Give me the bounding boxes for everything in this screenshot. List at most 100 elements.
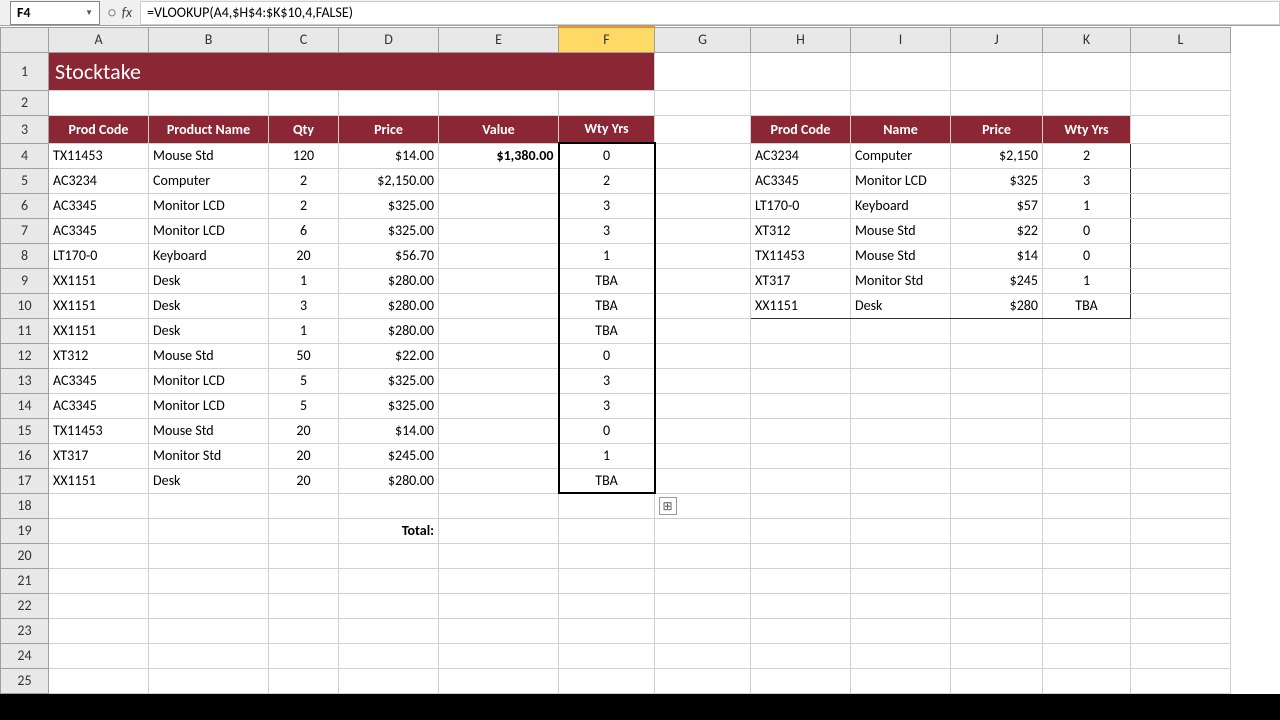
cell-E9[interactable]: [439, 268, 559, 293]
cell-F18[interactable]: [559, 493, 655, 518]
cell-H11[interactable]: [751, 318, 851, 343]
cell-E25[interactable]: [439, 668, 559, 693]
row-header-6[interactable]: 6: [1, 193, 49, 218]
cell-A21[interactable]: [49, 568, 149, 593]
cell-I2[interactable]: [851, 90, 951, 115]
cell-K8[interactable]: 0: [1043, 243, 1131, 268]
cell-E24[interactable]: [439, 643, 559, 668]
cell-D7[interactable]: $325.00: [339, 218, 439, 243]
cell-J22[interactable]: [951, 593, 1043, 618]
cell-H13[interactable]: [751, 368, 851, 393]
cancel-icon[interactable]: ○: [108, 4, 116, 21]
main-header-2[interactable]: Qty: [269, 115, 339, 143]
cell-L12[interactable]: [1131, 343, 1231, 368]
cell-I22[interactable]: [851, 593, 951, 618]
cell-L4[interactable]: [1131, 143, 1231, 168]
cell-J8[interactable]: $14: [951, 243, 1043, 268]
cell-G7[interactable]: [655, 218, 751, 243]
cell-C22[interactable]: [269, 593, 339, 618]
row-header-15[interactable]: 15: [1, 418, 49, 443]
row-header-21[interactable]: 21: [1, 568, 49, 593]
cell-A14[interactable]: AC3345: [49, 393, 149, 418]
cell-F2[interactable]: [559, 90, 655, 115]
row-header-25[interactable]: 25: [1, 668, 49, 693]
cell-H10[interactable]: XX1151: [751, 293, 851, 318]
cell-A4[interactable]: TX11453: [49, 143, 149, 168]
row-header-7[interactable]: 7: [1, 218, 49, 243]
cell-C12[interactable]: 50: [269, 343, 339, 368]
cell-I4[interactable]: Computer: [851, 143, 951, 168]
cell-L18[interactable]: [1131, 493, 1231, 518]
fx-icon[interactable]: fx: [122, 4, 132, 21]
dropdown-arrow-icon[interactable]: ▼: [85, 8, 93, 18]
cell-J25[interactable]: [951, 668, 1043, 693]
row-header-12[interactable]: 12: [1, 343, 49, 368]
cell-J17[interactable]: [951, 468, 1043, 493]
cell-I24[interactable]: [851, 643, 951, 668]
cell-A5[interactable]: AC3234: [49, 168, 149, 193]
cell-J2[interactable]: [951, 90, 1043, 115]
cell-L13[interactable]: [1131, 368, 1231, 393]
cell-L21[interactable]: [1131, 568, 1231, 593]
cell-D24[interactable]: [339, 643, 439, 668]
cell-J5[interactable]: $325: [951, 168, 1043, 193]
cell-H14[interactable]: [751, 393, 851, 418]
cell-G23[interactable]: [655, 618, 751, 643]
cell-F22[interactable]: [559, 593, 655, 618]
cell-H21[interactable]: [751, 568, 851, 593]
cell-L22[interactable]: [1131, 593, 1231, 618]
cell-K11[interactable]: [1043, 318, 1131, 343]
cell-E20[interactable]: [439, 543, 559, 568]
cell-C13[interactable]: 5: [269, 368, 339, 393]
cell-A25[interactable]: [49, 668, 149, 693]
cell-E6[interactable]: [439, 193, 559, 218]
cell-K18[interactable]: [1043, 493, 1131, 518]
cell-L3[interactable]: [1131, 115, 1231, 143]
row-header-11[interactable]: 11: [1, 318, 49, 343]
col-header-C[interactable]: C: [269, 27, 339, 52]
cell-J13[interactable]: [951, 368, 1043, 393]
cell-F23[interactable]: [559, 618, 655, 643]
cell-H16[interactable]: [751, 443, 851, 468]
cell-B18[interactable]: [149, 493, 269, 518]
cell-F19[interactable]: [559, 518, 655, 543]
cell-C2[interactable]: [269, 90, 339, 115]
cell-E15[interactable]: [439, 418, 559, 443]
cell-K24[interactable]: [1043, 643, 1131, 668]
cell-J11[interactable]: [951, 318, 1043, 343]
cell-E12[interactable]: [439, 343, 559, 368]
cell-I23[interactable]: [851, 618, 951, 643]
cell-C5[interactable]: 2: [269, 168, 339, 193]
main-header-1[interactable]: Product Name: [149, 115, 269, 143]
cell-G4[interactable]: [655, 143, 751, 168]
cell-K15[interactable]: [1043, 418, 1131, 443]
cell-C17[interactable]: 20: [269, 468, 339, 493]
cell-F5[interactable]: 2: [559, 168, 655, 193]
cell-A2[interactable]: [49, 90, 149, 115]
cell-A8[interactable]: LT170-0: [49, 243, 149, 268]
cell-J20[interactable]: [951, 543, 1043, 568]
cell-B16[interactable]: Monitor Std: [149, 443, 269, 468]
cell-G25[interactable]: [655, 668, 751, 693]
cell-D17[interactable]: $280.00: [339, 468, 439, 493]
cell-K10[interactable]: TBA: [1043, 293, 1131, 318]
cell-K17[interactable]: [1043, 468, 1131, 493]
cell-C16[interactable]: 20: [269, 443, 339, 468]
cell-I5[interactable]: Monitor LCD: [851, 168, 951, 193]
cell-F14[interactable]: 3: [559, 393, 655, 418]
cell-I14[interactable]: [851, 393, 951, 418]
cell-J10[interactable]: $280: [951, 293, 1043, 318]
cell-B11[interactable]: Desk: [149, 318, 269, 343]
cell-B4[interactable]: Mouse Std: [149, 143, 269, 168]
cell-K12[interactable]: [1043, 343, 1131, 368]
cell-E7[interactable]: [439, 218, 559, 243]
cell-E8[interactable]: [439, 243, 559, 268]
cell-L1[interactable]: [1131, 52, 1231, 90]
cell-G8[interactable]: [655, 243, 751, 268]
cell-K6[interactable]: 1: [1043, 193, 1131, 218]
cell-B21[interactable]: [149, 568, 269, 593]
cell-K21[interactable]: [1043, 568, 1131, 593]
row-header-4[interactable]: 4: [1, 143, 49, 168]
row-header-3[interactable]: 3: [1, 115, 49, 143]
cell-K16[interactable]: [1043, 443, 1131, 468]
